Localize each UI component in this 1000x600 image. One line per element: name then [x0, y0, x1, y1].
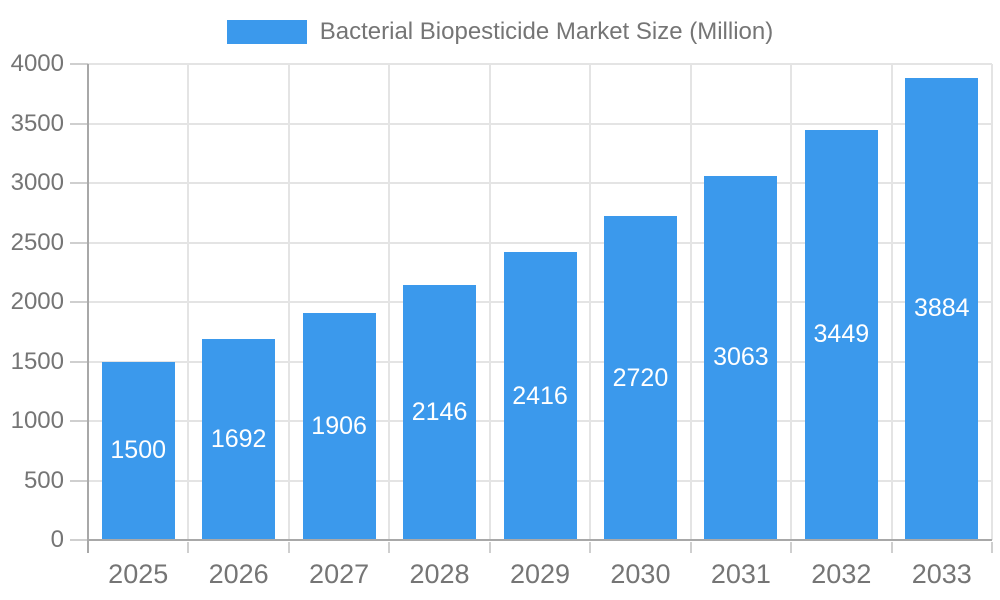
v-gridline — [991, 64, 993, 540]
x-axis-label: 2026 — [208, 559, 269, 589]
bar-value-label: 1692 — [210, 424, 267, 453]
bar[interactable]: 1906 — [302, 313, 376, 540]
y-axis-tick — [70, 360, 88, 363]
legend-swatch-icon — [226, 20, 307, 44]
y-axis-tick — [70, 301, 88, 303]
y-axis-label: 3000 — [10, 169, 64, 196]
x-axis-tick — [388, 542, 391, 553]
x-axis-tick — [890, 542, 893, 553]
y-axis-line — [87, 64, 89, 553]
y-axis-label: 2000 — [10, 288, 64, 315]
bar-value-label: 3063 — [713, 343, 769, 372]
v-gridline — [790, 64, 793, 540]
x-axis-label: 2028 — [409, 559, 470, 589]
x-axis-tick — [287, 542, 290, 553]
bar-value-label: 2416 — [512, 381, 568, 410]
y-axis-label: 500 — [23, 466, 64, 494]
y-axis-tick — [70, 420, 88, 422]
v-gridline — [388, 64, 391, 540]
v-gridline — [589, 64, 592, 540]
x-axis-line — [88, 539, 992, 541]
y-axis-tick — [70, 539, 88, 541]
bar[interactable]: 1500 — [101, 361, 175, 540]
bar[interactable]: 3884 — [905, 77, 979, 540]
x-axis-tick — [790, 542, 793, 553]
bar[interactable]: 3063 — [704, 175, 778, 540]
x-axis-label: 2030 — [610, 559, 671, 589]
bar-value-label: 3449 — [813, 320, 870, 349]
x-axis-label: 2025 — [108, 559, 169, 589]
y-axis-tick — [70, 63, 88, 65]
y-axis-label: 0 — [50, 526, 64, 553]
v-gridline — [287, 64, 290, 540]
y-axis-label: 3500 — [10, 109, 64, 137]
legend-label: Bacterial Biopesticide Market Size (Mill… — [319, 18, 774, 45]
bar-value-label: 2146 — [411, 397, 468, 426]
bar-value-label: 1500 — [110, 436, 167, 465]
y-axis-tick — [70, 479, 88, 482]
x-axis-tick — [488, 542, 491, 553]
x-axis-tick — [689, 542, 692, 553]
y-axis-tick — [70, 241, 88, 244]
y-axis-tick — [70, 182, 88, 184]
v-gridline — [689, 64, 692, 540]
h-gridline — [88, 122, 992, 125]
bar[interactable]: 1692 — [202, 338, 276, 540]
y-axis-label: 1500 — [10, 347, 64, 375]
x-axis-tick — [991, 542, 993, 553]
x-axis-label: 2029 — [509, 559, 571, 589]
bar-value-label: 1906 — [311, 412, 367, 441]
x-axis-label: 2032 — [811, 559, 872, 589]
y-axis-label: 2500 — [10, 228, 64, 256]
y-axis-tick — [70, 122, 88, 125]
bar-value-label: 3884 — [913, 294, 970, 323]
x-axis-label: 2033 — [911, 559, 972, 589]
bar[interactable]: 2146 — [403, 284, 477, 540]
bar[interactable]: 2720 — [603, 216, 677, 540]
bar-value-label: 2720 — [612, 363, 669, 392]
y-axis-label: 1000 — [10, 407, 64, 434]
h-gridline — [88, 241, 992, 244]
h-gridline — [88, 182, 992, 184]
chart-legend[interactable]: Bacterial Biopesticide Market Size (Mill… — [0, 18, 1000, 45]
y-axis-label: 4000 — [10, 50, 64, 77]
x-axis-tick — [187, 542, 190, 553]
v-gridline — [890, 64, 893, 540]
v-gridline — [187, 64, 190, 540]
x-axis-label: 2027 — [309, 559, 370, 589]
bar[interactable]: 3449 — [804, 129, 878, 540]
x-axis-label: 2031 — [710, 559, 771, 589]
x-axis-tick — [589, 542, 592, 553]
bar[interactable]: 2416 — [503, 252, 577, 540]
v-gridline — [488, 64, 491, 540]
h-gridline — [88, 63, 992, 65]
